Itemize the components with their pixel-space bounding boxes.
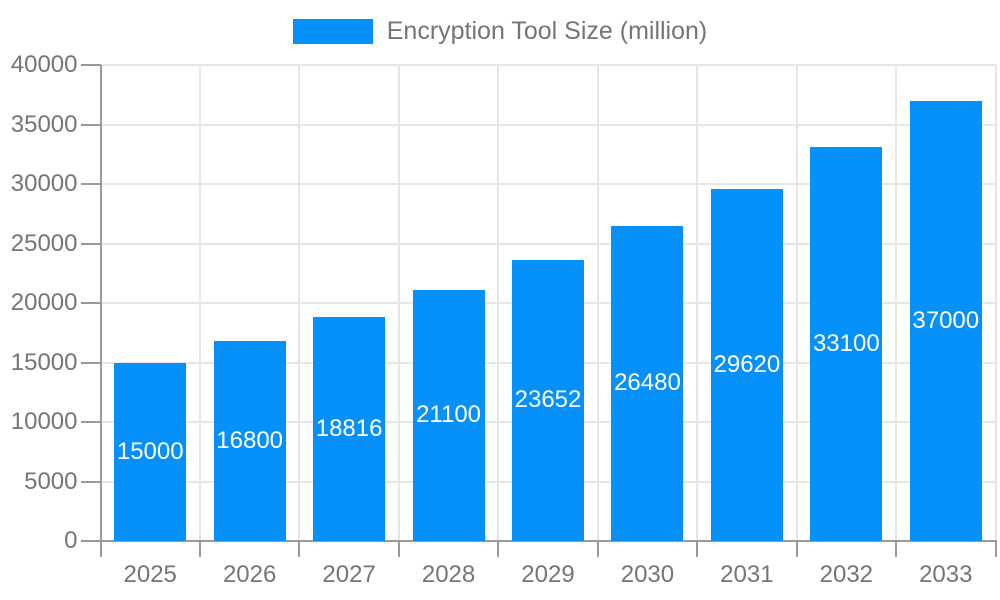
x-gridline (994, 65, 997, 541)
x-gridline (397, 65, 400, 541)
bar-value-label: 37000 (912, 306, 980, 334)
bar-value-label: 33100 (812, 330, 880, 358)
x-axis-tick (596, 541, 599, 557)
y-axis-label: 0 (64, 527, 78, 554)
y-axis-tick (80, 302, 101, 304)
y-axis-tick (80, 242, 101, 245)
x-axis-tick (696, 541, 699, 557)
x-gridline (895, 65, 898, 541)
y-gridline (100, 183, 996, 185)
legend-swatch (292, 19, 373, 44)
bar-2033[interactable]: 37000 (909, 100, 982, 541)
bar-2025[interactable]: 15000 (114, 362, 187, 541)
bar-2027[interactable]: 18816 (313, 317, 386, 541)
bar-2026[interactable]: 16800 (213, 341, 286, 541)
y-axis-label: 30000 (10, 170, 78, 197)
bar-2029[interactable]: 23652 (512, 259, 584, 541)
y-axis-label: 15000 (10, 348, 78, 376)
y-axis-label: 25000 (10, 229, 78, 257)
x-gridline (497, 65, 500, 541)
x-axis-label: 2029 (521, 561, 575, 588)
bar-value-label: 23652 (514, 386, 582, 414)
x-gridline (795, 65, 798, 541)
x-axis-label: 2031 (720, 561, 774, 588)
y-gridline (100, 242, 996, 245)
bar-value-label: 15000 (116, 437, 184, 465)
y-axis-tick (80, 64, 101, 66)
y-axis-tick (80, 361, 101, 364)
y-axis-tick (80, 421, 101, 423)
legend-label: Encryption Tool Size (million) (386, 17, 708, 45)
x-axis-tick (298, 541, 301, 557)
y-axis-line (99, 65, 102, 541)
y-axis-label: 10000 (10, 408, 78, 435)
bar-2031[interactable]: 29620 (710, 188, 783, 541)
bar-2028[interactable]: 21100 (412, 289, 485, 541)
y-axis-tick (80, 183, 101, 185)
x-gridline (696, 65, 699, 541)
y-axis-tick (80, 540, 101, 542)
y-axis-label: 5000 (24, 467, 78, 495)
x-gridline (298, 65, 301, 541)
bar-value-label: 21100 (416, 401, 482, 429)
bar-2030[interactable]: 26480 (611, 225, 684, 541)
bar-2032[interactable]: 33100 (810, 147, 883, 541)
y-gridline (100, 64, 996, 66)
x-axis-tick (497, 541, 500, 557)
x-axis-tick (895, 541, 898, 557)
bar-value-label: 29620 (713, 350, 781, 378)
x-axis-tick (198, 541, 201, 557)
y-axis-tick (80, 123, 101, 126)
y-axis-tick (80, 480, 101, 483)
x-axis-line (99, 540, 997, 542)
x-axis-label: 2030 (620, 561, 675, 588)
y-axis-label: 35000 (10, 110, 78, 138)
x-axis-label: 2025 (123, 561, 177, 588)
x-axis-label: 2033 (919, 561, 973, 588)
x-gridline (596, 65, 599, 541)
x-axis-tick (397, 541, 400, 557)
x-axis-label: 2026 (222, 561, 277, 588)
y-axis-label: 20000 (10, 289, 78, 316)
legend[interactable]: Encryption Tool Size (million) (0, 17, 1000, 46)
bar-value-label: 26480 (614, 369, 681, 397)
bar-value-label: 16800 (216, 427, 284, 455)
x-axis-label: 2028 (421, 561, 476, 588)
y-axis-label: 40000 (10, 51, 78, 78)
x-axis-tick (99, 541, 102, 557)
x-axis-tick (795, 541, 798, 557)
y-gridline (100, 123, 996, 126)
x-gridline (198, 65, 201, 541)
bar-value-label: 18816 (315, 415, 383, 443)
x-axis-label: 2032 (819, 561, 874, 588)
x-axis-tick (994, 541, 997, 557)
x-axis-label: 2027 (322, 561, 376, 588)
